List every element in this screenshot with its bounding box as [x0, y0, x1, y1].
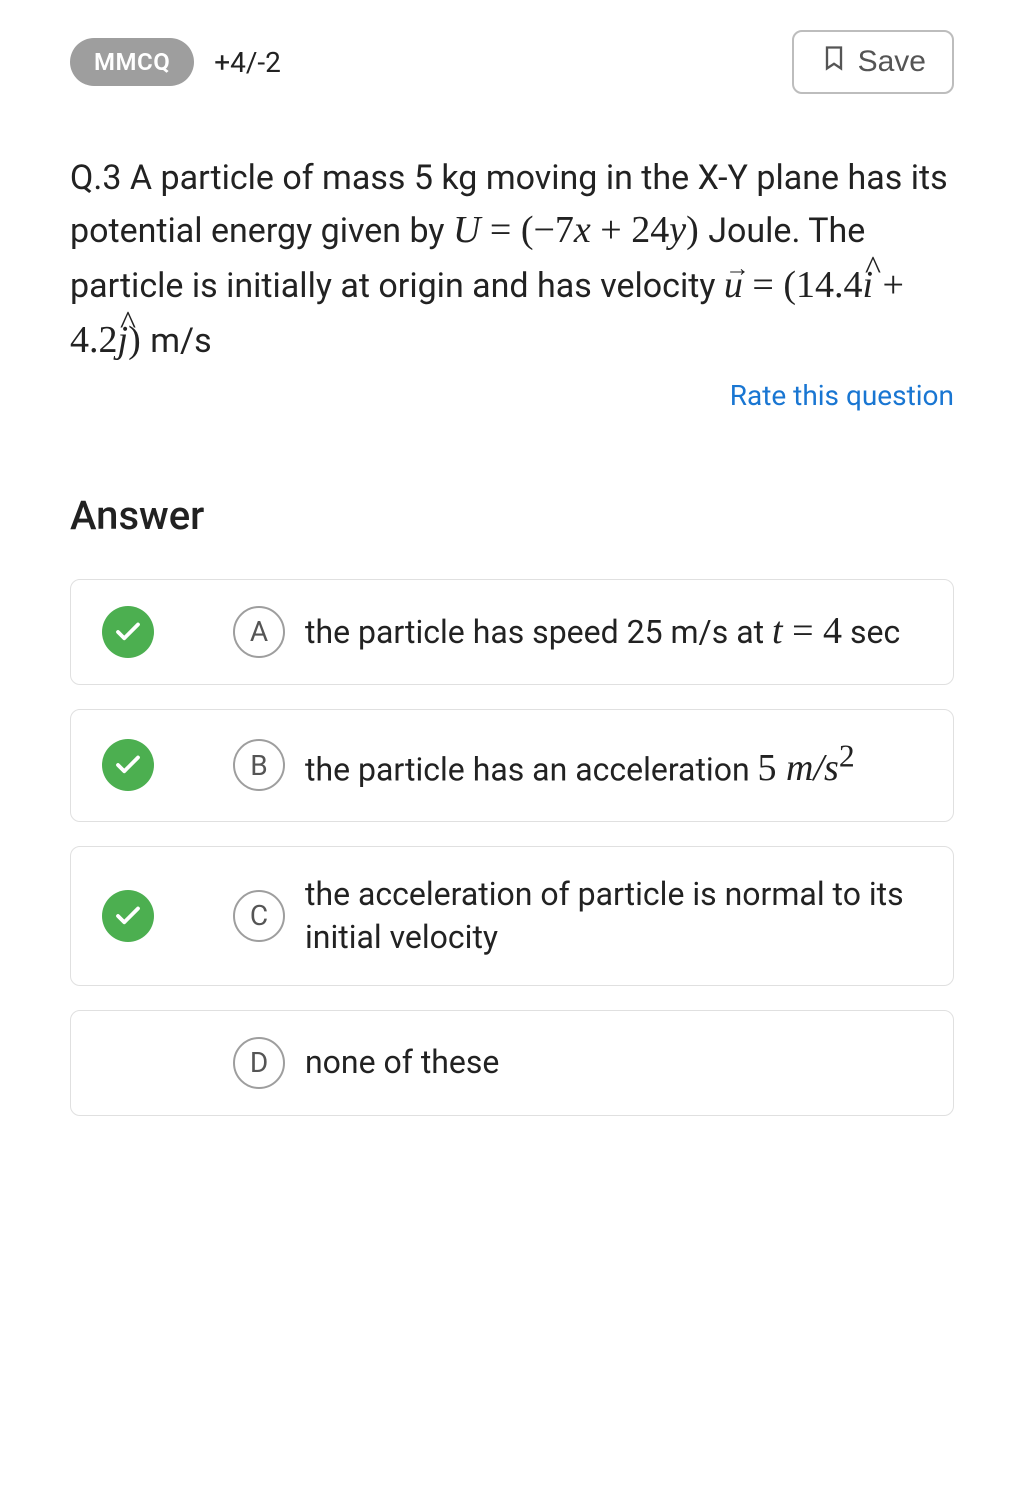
eq1-lhs: U — [453, 209, 480, 251]
option-c-text: the acceleration of particle is normal t… — [305, 873, 925, 959]
option-b-letter: B — [233, 739, 285, 791]
header-row: MMCQ +4/-2 Save — [70, 30, 954, 94]
option-d-text: none of these — [305, 1041, 925, 1084]
options-list: A the particle has speed 25 m/s at t = 4… — [70, 579, 954, 1116]
i-hat: i — [862, 264, 873, 306]
answer-heading: Answer — [70, 492, 954, 539]
option-b-val: 5 — [758, 747, 787, 789]
option-b[interactable]: B the particle has an acceleration 5 m/s… — [70, 709, 954, 822]
velocity-unit: m/s — [150, 321, 211, 361]
option-a-var: t — [772, 610, 783, 652]
save-button-label: Save — [858, 45, 926, 79]
option-b-text: the particle has an acceleration 5 m/s2 — [305, 736, 925, 795]
option-b-pre: the particle has an acceleration — [305, 750, 758, 788]
option-c-status — [99, 890, 157, 942]
option-d[interactable]: D none of these — [70, 1010, 954, 1116]
eq1-eq: = — [480, 209, 520, 251]
vec-u: u — [724, 264, 743, 306]
check-icon — [102, 606, 154, 658]
option-d-letter: D — [233, 1037, 285, 1089]
option-a-pre: the particle has speed 25 m/s at — [305, 613, 772, 651]
option-a-post: sec — [842, 613, 900, 651]
j-hat: j — [118, 319, 129, 361]
save-button[interactable]: Save — [792, 30, 954, 94]
vel-open: (14.4 — [783, 264, 862, 306]
question-type-badge: MMCQ — [70, 38, 194, 86]
check-icon — [102, 890, 154, 942]
option-c[interactable]: C the acceleration of particle is normal… — [70, 846, 954, 986]
score-label: +4/-2 — [214, 46, 281, 79]
option-b-sup: 2 — [839, 739, 855, 774]
option-c-letter: C — [233, 890, 285, 942]
option-b-unit: m/s — [786, 747, 839, 789]
option-a-eq: = 4 — [783, 610, 842, 652]
eq1-rhs: (−7x + 24y) — [521, 209, 699, 251]
option-a-status — [99, 606, 157, 658]
question-text: Q.3 A particle of mass 5 kg moving in th… — [70, 154, 954, 369]
option-a-text: the particle has speed 25 m/s at t = 4 s… — [305, 606, 925, 657]
rate-question-link[interactable]: Rate this question — [70, 379, 954, 412]
option-b-status — [99, 739, 157, 791]
bookmark-icon — [820, 44, 848, 80]
option-a-letter: A — [233, 606, 285, 658]
option-a[interactable]: A the particle has speed 25 m/s at t = 4… — [70, 579, 954, 685]
header-left: MMCQ +4/-2 — [70, 38, 281, 86]
check-icon — [102, 739, 154, 791]
